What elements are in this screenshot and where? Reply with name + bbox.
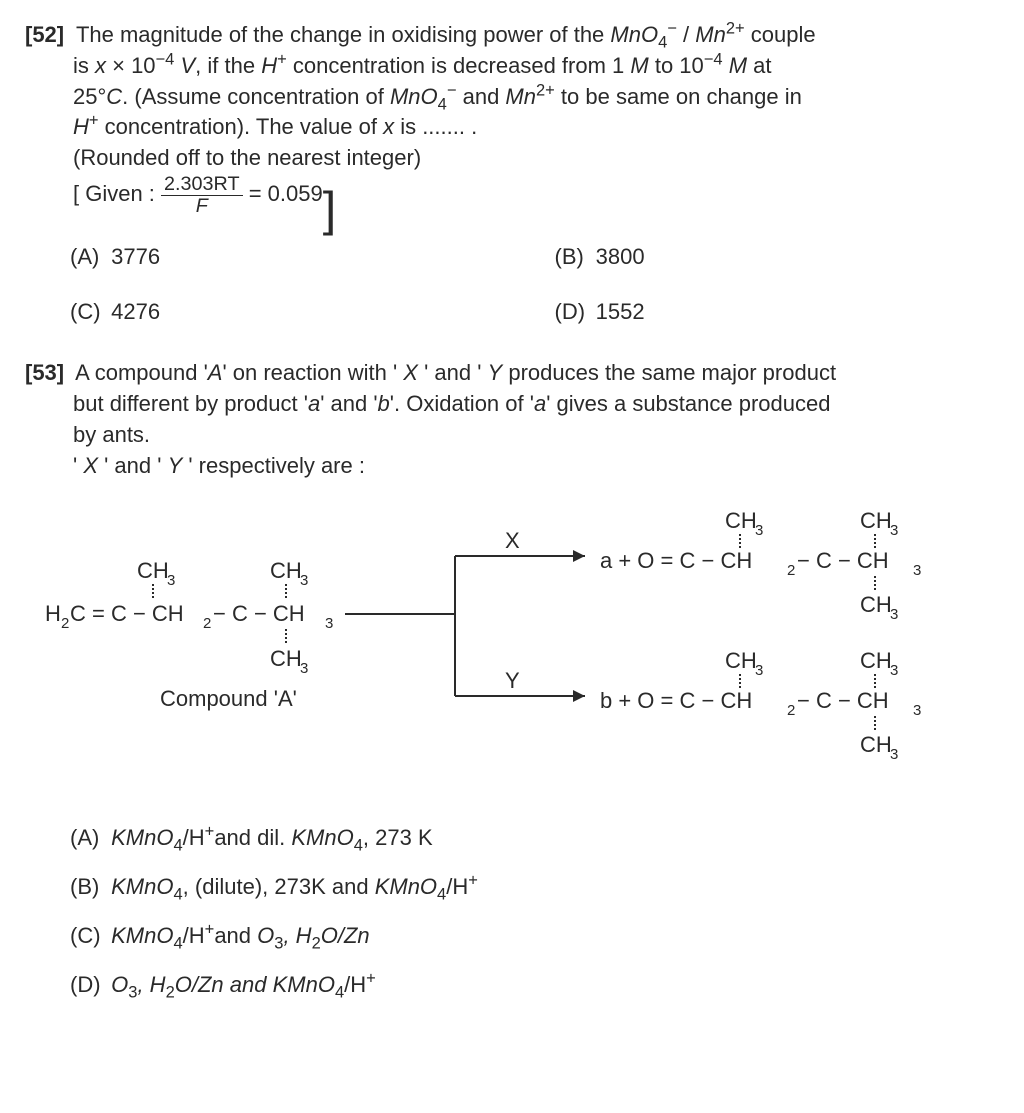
svg-text:CH: CH bbox=[860, 592, 892, 617]
svg-text:X: X bbox=[505, 528, 520, 553]
svg-text:CH: CH bbox=[860, 508, 892, 533]
svg-text:CH: CH bbox=[725, 648, 757, 673]
svg-text:Y: Y bbox=[505, 668, 520, 693]
svg-text:2: 2 bbox=[203, 615, 211, 632]
svg-text:3: 3 bbox=[913, 702, 921, 719]
svg-text:− C − CH: − C − CH bbox=[213, 601, 305, 626]
svg-text:CH: CH bbox=[270, 558, 302, 583]
product-x-structure: CH3 CH3 a + O = C − CH2 − C − CH3 CH3 bbox=[600, 508, 921, 623]
option-52-D[interactable]: (D) 1552 bbox=[555, 297, 1000, 328]
svg-text:C = C − CH: C = C − CH bbox=[70, 601, 184, 626]
svg-text:CH: CH bbox=[137, 558, 169, 583]
svg-text:3: 3 bbox=[890, 606, 898, 623]
option-53-D[interactable]: (D) O3, H2O/Zn and KMnO4/H+ bbox=[70, 970, 999, 1001]
question-52-text: [52] The magnitude of the change in oxid… bbox=[25, 20, 999, 217]
option-52-A[interactable]: (A) 3776 bbox=[70, 242, 515, 273]
svg-text:b + O = C − CH: b + O = C − CH bbox=[600, 688, 752, 713]
svg-text:3: 3 bbox=[890, 522, 898, 539]
svg-text:3: 3 bbox=[890, 746, 898, 763]
svg-text:− C − CH: − C − CH bbox=[797, 548, 889, 573]
svg-text:a + O = C − CH: a + O = C − CH bbox=[600, 548, 752, 573]
compound-a-structure: CH3 CH3 H2C = C − CH2 − C − CH3 CH3 Comp… bbox=[45, 558, 333, 711]
product-y-structure: CH3 CH3 b + O = C − CH2 − C − CH3 CH3 bbox=[600, 648, 921, 763]
svg-text:2: 2 bbox=[61, 615, 69, 632]
svg-text:3: 3 bbox=[913, 562, 921, 579]
question-52-options: (A) 3776 (B) 3800 (C) 4276 (D) 1552 bbox=[25, 242, 999, 329]
svg-text:3: 3 bbox=[755, 522, 763, 539]
svg-text:3: 3 bbox=[325, 615, 333, 632]
svg-text:2: 2 bbox=[787, 562, 795, 579]
question-53-number: [53] bbox=[25, 360, 64, 385]
svg-text:CH: CH bbox=[270, 646, 302, 671]
svg-text:3: 3 bbox=[300, 572, 308, 589]
question-52-number: [52] bbox=[25, 22, 64, 47]
option-53-C[interactable]: (C) KMnO4/H+and O3, H2O/Zn bbox=[70, 921, 999, 952]
option-52-B[interactable]: (B) 3800 bbox=[555, 242, 1000, 273]
svg-text:2: 2 bbox=[787, 702, 795, 719]
svg-text:3: 3 bbox=[890, 662, 898, 679]
svg-text:H: H bbox=[45, 601, 61, 626]
question-52: [52] The magnitude of the change in oxid… bbox=[25, 20, 999, 328]
svg-text:CH: CH bbox=[860, 732, 892, 757]
option-53-A[interactable]: (A) KMnO4/H+and dil. KMnO4, 273 K bbox=[70, 823, 999, 854]
reaction-bracket: X Y bbox=[345, 528, 585, 702]
svg-text:Compound 'A': Compound 'A' bbox=[160, 686, 297, 711]
svg-text:3: 3 bbox=[300, 660, 308, 677]
svg-text:3: 3 bbox=[167, 572, 175, 589]
question-53: [53] A compound 'A' on reaction with ' X… bbox=[25, 358, 999, 1000]
svg-text:− C − CH: − C − CH bbox=[797, 688, 889, 713]
svg-text:CH: CH bbox=[860, 648, 892, 673]
question-53-text: [53] A compound 'A' on reaction with ' X… bbox=[25, 358, 999, 481]
option-52-C[interactable]: (C) 4276 bbox=[70, 297, 515, 328]
given-fraction: 2.303RT F bbox=[161, 174, 243, 217]
question-53-options: (A) KMnO4/H+and dil. KMnO4, 273 K (B) KM… bbox=[25, 823, 999, 1000]
svg-text:CH: CH bbox=[725, 508, 757, 533]
reaction-diagram: CH3 CH3 H2C = C − CH2 − C − CH3 CH3 Comp… bbox=[25, 506, 999, 805]
svg-text:3: 3 bbox=[755, 662, 763, 679]
option-53-B[interactable]: (B) KMnO4, (dilute), 273K and KMnO4/H+ bbox=[70, 872, 999, 903]
